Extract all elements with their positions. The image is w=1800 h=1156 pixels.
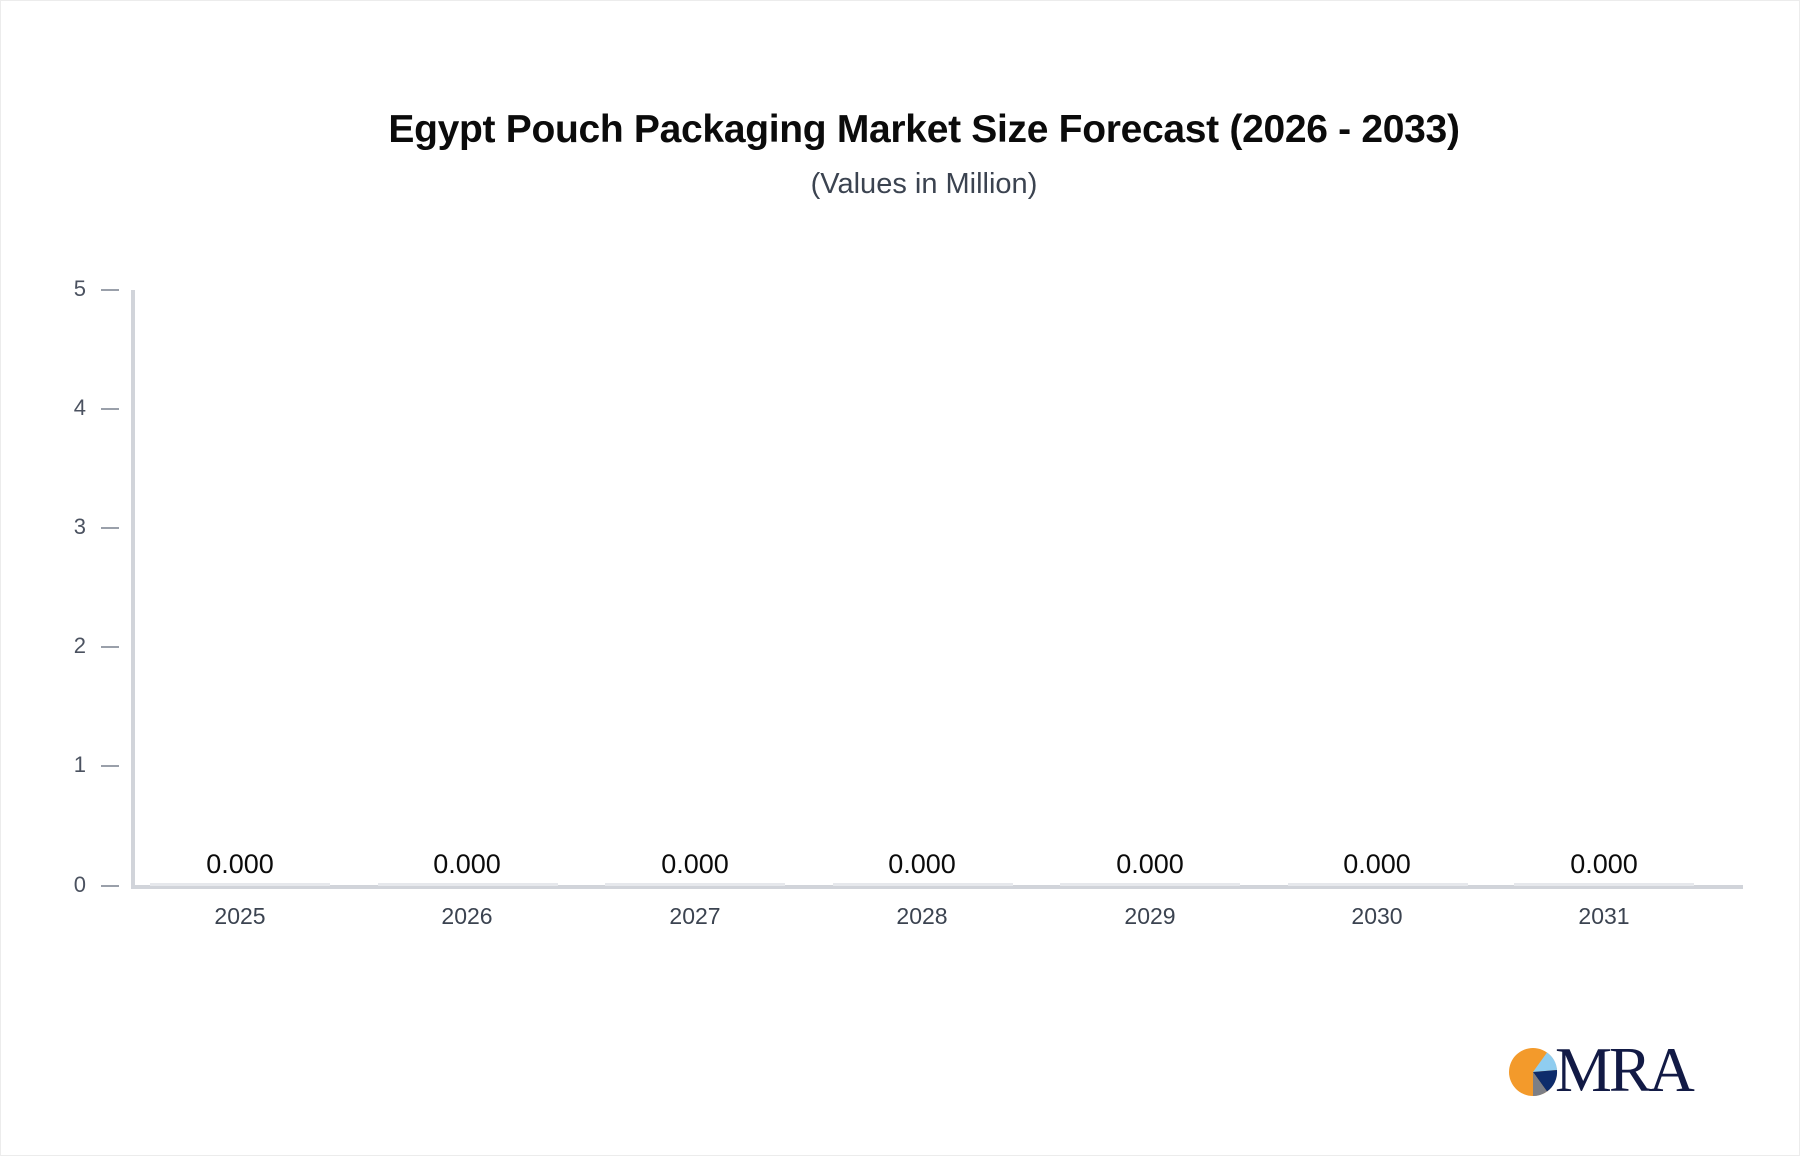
y-tick-mark [101, 527, 119, 529]
x-tick-label: 2025 [214, 903, 266, 929]
y-tick-label: 0 [73, 872, 86, 897]
y-tick-label: 3 [73, 514, 86, 539]
x-tick-label: 2031 [1578, 903, 1630, 929]
bar-value-label: 0.000 [661, 849, 729, 879]
y-tick-label: 2 [73, 633, 86, 658]
bar-value-label: 0.000 [1116, 849, 1184, 879]
y-tick-label: 4 [73, 395, 86, 420]
y-axis-line [131, 290, 135, 888]
y-tick-mark [101, 289, 119, 291]
bar-value-label: 0.000 [206, 849, 274, 879]
bar-2026[interactable] [378, 883, 558, 886]
pie-logo-icon [1509, 1048, 1558, 1096]
bar-2031[interactable] [1514, 883, 1694, 886]
y-tick-mark [101, 765, 119, 767]
bar-2030[interactable] [1288, 883, 1468, 886]
bar-2025[interactable] [150, 883, 330, 886]
x-tick-label: 2030 [1351, 903, 1403, 929]
bar-value-label: 0.000 [433, 849, 501, 879]
y-tick-mark [101, 408, 119, 410]
y-tick-label: 5 [73, 276, 86, 301]
x-axis-line [131, 885, 1743, 889]
bar-value-label: 0.000 [1570, 849, 1638, 879]
bar-2029[interactable] [1060, 883, 1240, 886]
bar-2027[interactable] [605, 883, 785, 886]
bar-value-label: 0.000 [888, 849, 956, 879]
bar-value-label: 0.000 [1343, 849, 1411, 879]
chart-subtitle: (Values in Million) [810, 168, 1038, 200]
x-tick-label: 2029 [1124, 903, 1176, 929]
y-tick-label: 1 [73, 752, 86, 777]
x-tick-label: 2028 [896, 903, 948, 929]
x-tick-label: 2027 [669, 903, 721, 929]
y-tick-mark [101, 646, 119, 648]
mra-logo: MRA [1505, 1034, 1695, 1105]
bar-2028[interactable] [833, 883, 1013, 886]
y-tick-mark [101, 885, 119, 887]
chart-title: Egypt Pouch Packaging Market Size Foreca… [388, 108, 1460, 151]
logo-text: MRA [1555, 1034, 1695, 1105]
x-tick-label: 2026 [441, 903, 493, 929]
